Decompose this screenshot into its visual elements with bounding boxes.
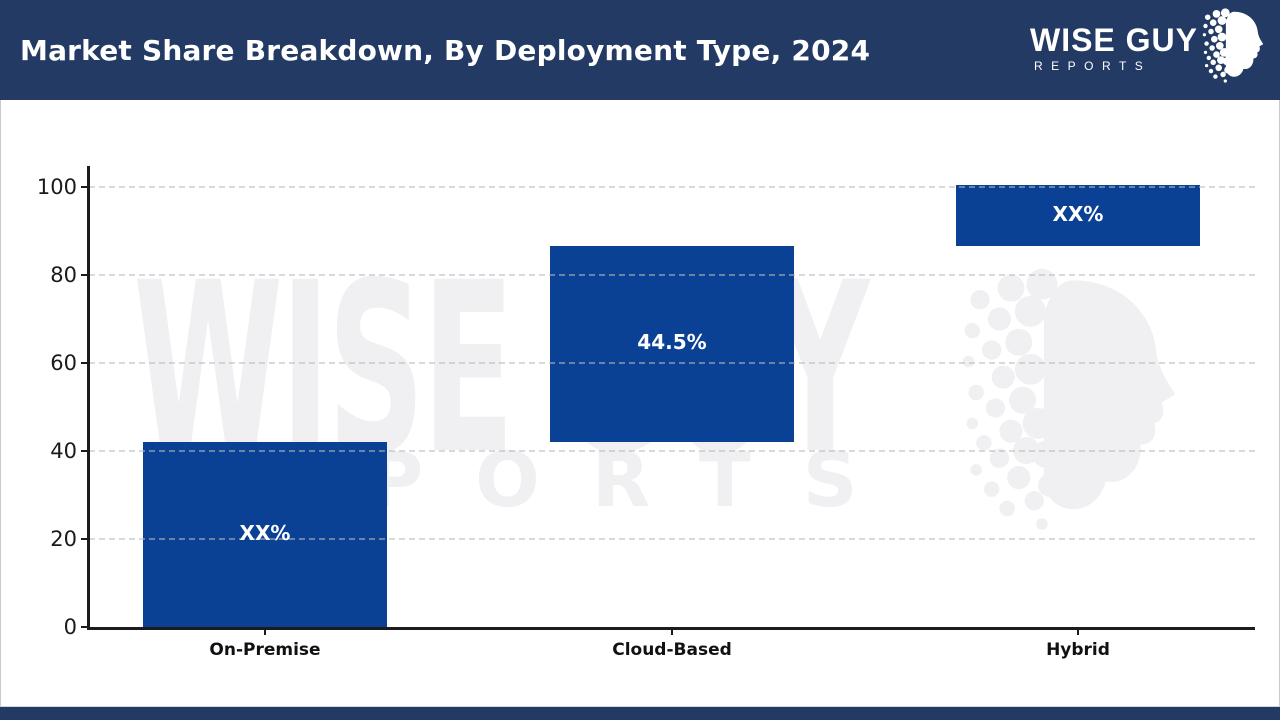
y-axis-tick-label: 100 — [36, 175, 77, 199]
footer-bar — [0, 707, 1280, 720]
bar-value-label: 44.5% — [637, 330, 707, 355]
x-axis-category-label: On-Premise — [209, 640, 321, 660]
gridline — [89, 186, 1255, 188]
bar-hybrid — [956, 184, 1200, 247]
header-bar: Market Share Breakdown, By Deployment Ty… — [0, 0, 1280, 100]
y-axis-tick — [81, 362, 89, 364]
bar-value-label: XX% — [1052, 201, 1104, 226]
brand-logo: WISE GUY REPORTS — [1030, 8, 1266, 88]
gridline — [89, 274, 1255, 276]
y-axis-tick — [81, 450, 89, 452]
x-axis-category-label: Hybrid — [1046, 640, 1110, 660]
x-axis-category-label: Cloud-Based — [612, 640, 732, 660]
y-axis-tick — [81, 626, 89, 628]
y-axis-tick-label: 0 — [63, 615, 77, 639]
y-axis-tick — [81, 538, 89, 540]
y-axis-tick-label: 60 — [50, 351, 77, 375]
y-axis-tick-label: 20 — [50, 527, 77, 551]
bar-cloud-based — [550, 246, 794, 443]
logo-wordmark: WISE GUY — [1029, 21, 1198, 58]
chart-canvas: WISE GUY REPORTS XX% On-Premise 44.5% Cloud… — [0, 100, 1280, 707]
y-axis-tick — [81, 186, 89, 188]
y-axis-tick — [81, 274, 89, 276]
x-axis-line — [87, 627, 1255, 630]
gridline — [89, 450, 1255, 452]
bar-on-premise — [143, 442, 387, 627]
bar-value-label: XX% — [239, 520, 291, 545]
gridline — [89, 362, 1255, 364]
logo-subtext: REPORTS — [1033, 58, 1152, 73]
y-axis-tick-label: 80 — [50, 263, 77, 287]
x-axis-tick — [671, 627, 673, 635]
brand-logo-text: WISE GUY REPORTS — [1030, 24, 1198, 73]
bar-chart: XX% On-Premise 44.5% Cloud-Based XX% Hybrid 0 2… — [1, 100, 1279, 706]
y-axis-line — [87, 166, 90, 630]
logo-head-icon — [1202, 8, 1264, 83]
x-axis-tick — [264, 627, 266, 635]
gridline — [89, 538, 1255, 540]
x-axis-tick — [1077, 627, 1079, 635]
chart-title: Market Share Breakdown, By Deployment Ty… — [20, 33, 871, 67]
y-axis-tick-label: 40 — [50, 439, 77, 463]
